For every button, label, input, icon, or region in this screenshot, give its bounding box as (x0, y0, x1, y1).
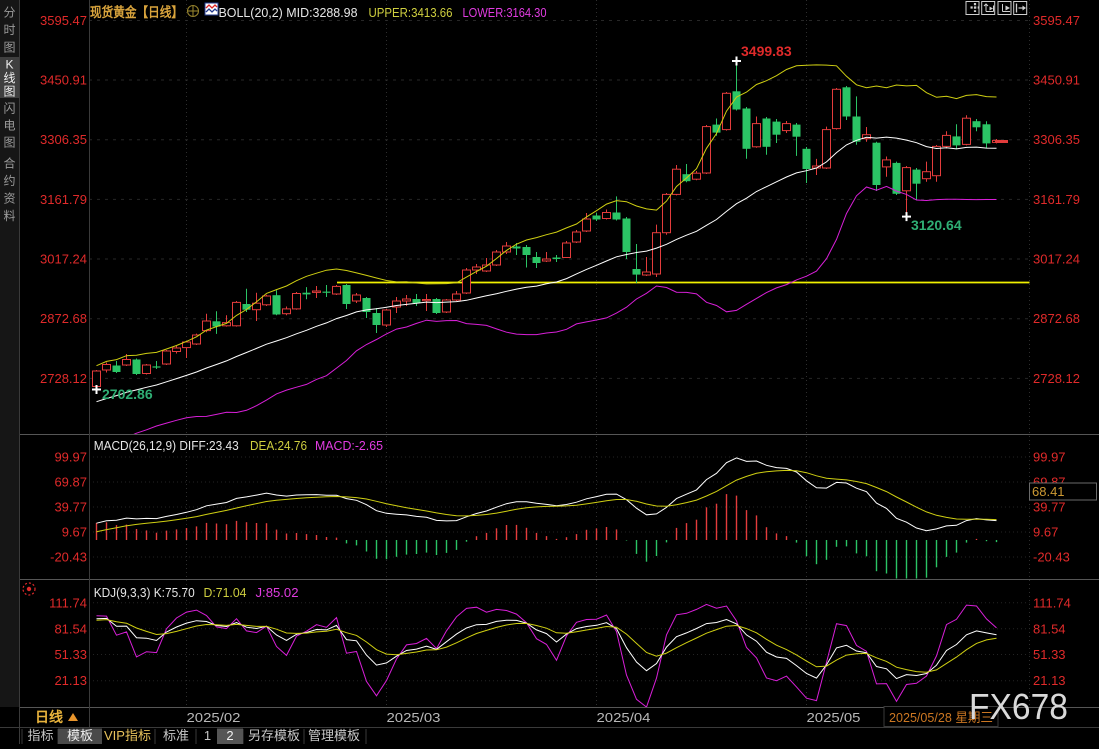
svg-text:51.33: 51.33 (1033, 647, 1066, 662)
svg-text:线: 线 (3, 71, 15, 85)
svg-text:料: 料 (3, 209, 15, 223)
svg-text:MACD(26,12,9) DIFF:23.43: MACD(26,12,9) DIFF:23.43 (94, 438, 239, 453)
svg-text:时: 时 (3, 23, 15, 37)
svg-text:日线: 日线 (35, 709, 63, 725)
svg-text:KDJ(9,3,3) K:75.70: KDJ(9,3,3) K:75.70 (94, 585, 195, 600)
svg-text:另存模板: 另存模板 (248, 728, 300, 743)
svg-text:1: 1 (204, 728, 211, 743)
svg-text:图: 图 (3, 85, 15, 99)
svg-text:-20.43: -20.43 (1033, 550, 1070, 565)
svg-text:39.77: 39.77 (1033, 500, 1066, 515)
svg-text:图: 图 (3, 41, 15, 55)
svg-text:3306.35: 3306.35 (1033, 132, 1080, 147)
svg-text:99.97: 99.97 (1033, 450, 1066, 465)
svg-text:21.13: 21.13 (54, 673, 87, 688)
svg-text:9.67: 9.67 (1033, 525, 1058, 540)
svg-text:2728.12: 2728.12 (1033, 371, 1080, 386)
svg-text:LOWER:3164.30: LOWER:3164.30 (463, 5, 547, 20)
svg-text:2025/05/28 星期三: 2025/05/28 星期三 (889, 710, 993, 725)
svg-text:2872.68: 2872.68 (1033, 311, 1080, 326)
svg-text:UPPER:3413.66: UPPER:3413.66 (369, 5, 453, 20)
svg-text:DEA:24.76: DEA:24.76 (250, 438, 307, 453)
svg-text:3161.79: 3161.79 (1033, 192, 1080, 207)
svg-text:图: 图 (3, 136, 15, 150)
svg-text:2025/04: 2025/04 (597, 710, 651, 725)
svg-text:51.33: 51.33 (54, 647, 87, 662)
svg-text:合: 合 (3, 156, 15, 171)
svg-text:MACD:-2.65: MACD:-2.65 (315, 438, 383, 453)
svg-text:81.54: 81.54 (54, 621, 87, 636)
svg-text:2702.86: 2702.86 (102, 386, 153, 402)
svg-text:68.41: 68.41 (1032, 484, 1065, 499)
svg-text:111.74: 111.74 (1033, 595, 1071, 610)
svg-text:J:85.02: J:85.02 (256, 585, 299, 600)
svg-text:约: 约 (3, 173, 15, 188)
svg-text:电: 电 (3, 119, 15, 133)
svg-text:模板: 模板 (67, 728, 93, 743)
svg-text:FX678: FX678 (969, 686, 1068, 727)
svg-text:2025/03: 2025/03 (387, 710, 441, 725)
svg-text:3595.47: 3595.47 (1033, 13, 1080, 28)
svg-text:管理模板: 管理模板 (308, 728, 360, 743)
svg-text:9.67: 9.67 (62, 525, 87, 540)
svg-text:BOLL(20,2) MID:3288.98: BOLL(20,2) MID:3288.98 (219, 5, 358, 20)
svg-text:分: 分 (3, 6, 15, 20)
svg-text:标准: 标准 (163, 728, 189, 743)
svg-text:39.77: 39.77 (54, 500, 87, 515)
svg-text:2728.12: 2728.12 (40, 371, 87, 386)
svg-text:闪: 闪 (3, 102, 15, 116)
svg-text:现货黄金【日线】: 现货黄金【日线】 (90, 4, 183, 20)
svg-text:2872.68: 2872.68 (40, 311, 87, 326)
svg-text:2025/05: 2025/05 (807, 710, 861, 725)
svg-text:3120.64: 3120.64 (911, 217, 962, 233)
svg-text:-20.43: -20.43 (50, 550, 87, 565)
svg-text:指标: 指标 (27, 728, 53, 743)
svg-text:VIP指标: VIP指标 (104, 728, 151, 743)
svg-text:69.87: 69.87 (54, 475, 87, 490)
svg-text:3161.79: 3161.79 (40, 192, 87, 207)
svg-text:21.13: 21.13 (1033, 673, 1066, 688)
svg-text:3499.83: 3499.83 (741, 43, 792, 59)
svg-text:3017.24: 3017.24 (40, 252, 87, 267)
svg-text:3017.24: 3017.24 (1033, 252, 1080, 267)
svg-text:2025/02: 2025/02 (187, 710, 241, 725)
svg-text:3450.91: 3450.91 (1033, 73, 1080, 88)
svg-text:3306.35: 3306.35 (40, 132, 87, 147)
svg-text:资: 资 (3, 192, 15, 206)
svg-text:2: 2 (226, 728, 233, 743)
svg-text:3595.47: 3595.47 (40, 13, 87, 28)
svg-text:81.54: 81.54 (1033, 621, 1066, 636)
svg-text:111.74: 111.74 (49, 595, 87, 610)
svg-text:D:71.04: D:71.04 (204, 585, 247, 600)
svg-text:3450.91: 3450.91 (40, 73, 87, 88)
svg-text:99.97: 99.97 (54, 450, 87, 465)
svg-text:K: K (5, 58, 13, 72)
